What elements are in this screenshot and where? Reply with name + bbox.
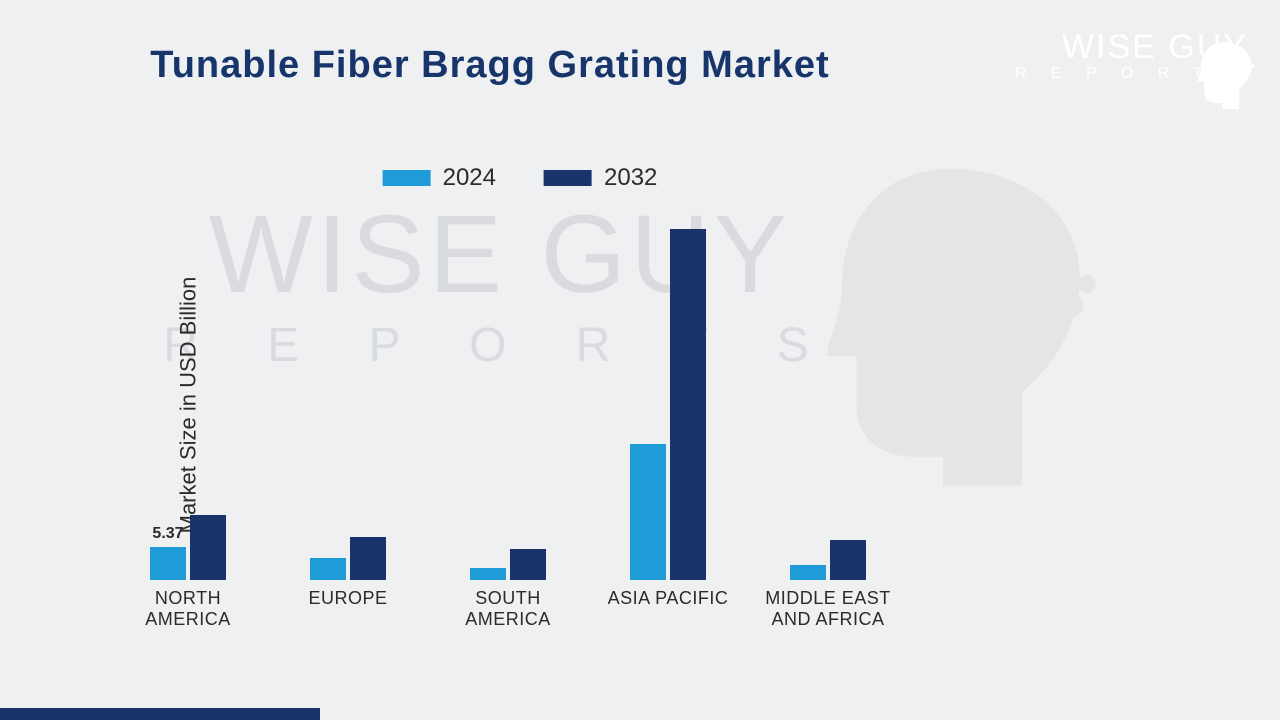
brand-line-1: WISE GUY	[988, 28, 1248, 67]
category-label: MIDDLE EAST AND AFRICA	[758, 588, 898, 629]
category-label: SOUTH AMERICA	[438, 588, 578, 629]
brand-line-2: R E P O R T S	[988, 65, 1248, 83]
category-label: ASIA PACIFIC	[598, 588, 738, 609]
legend: 2024 2032	[383, 164, 658, 192]
legend-label-2032: 2032	[604, 164, 657, 192]
bar-group	[790, 210, 900, 580]
bar	[790, 565, 826, 580]
bar	[470, 568, 506, 580]
chart-area: Market Size in USD Billion 2024 2032 5.3…	[100, 170, 940, 640]
brand-logo: WISE GUY R E P O R T S	[988, 28, 1248, 83]
legend-item-2024: 2024	[383, 164, 496, 192]
legend-label-2024: 2024	[443, 164, 496, 192]
bar-group	[310, 210, 420, 580]
bar-group: 5.37	[150, 210, 260, 580]
bar	[630, 444, 666, 580]
bar-group	[630, 210, 740, 580]
bar	[190, 515, 226, 580]
chart-canvas: WISE GUY R E P O R T S Tunable Fiber Bra…	[0, 0, 1280, 720]
chart-title: Tunable Fiber Bragg Grating Market	[80, 44, 900, 87]
bar	[350, 537, 386, 580]
bar	[150, 547, 186, 580]
bar-value-label: 5.37	[140, 525, 196, 543]
bar-group	[470, 210, 580, 580]
category-label: EUROPE	[278, 588, 418, 609]
legend-swatch-2024	[383, 170, 431, 186]
plot-area: 5.37NORTH AMERICAEUROPESOUTH AMERICAASIA…	[130, 210, 930, 580]
footer-accent-bar	[0, 708, 320, 720]
legend-item-2032: 2032	[544, 164, 657, 192]
legend-swatch-2032	[544, 170, 592, 186]
bar	[830, 540, 866, 580]
bar	[670, 229, 706, 581]
category-label: NORTH AMERICA	[118, 588, 258, 629]
bar	[510, 549, 546, 580]
bar	[310, 558, 346, 580]
